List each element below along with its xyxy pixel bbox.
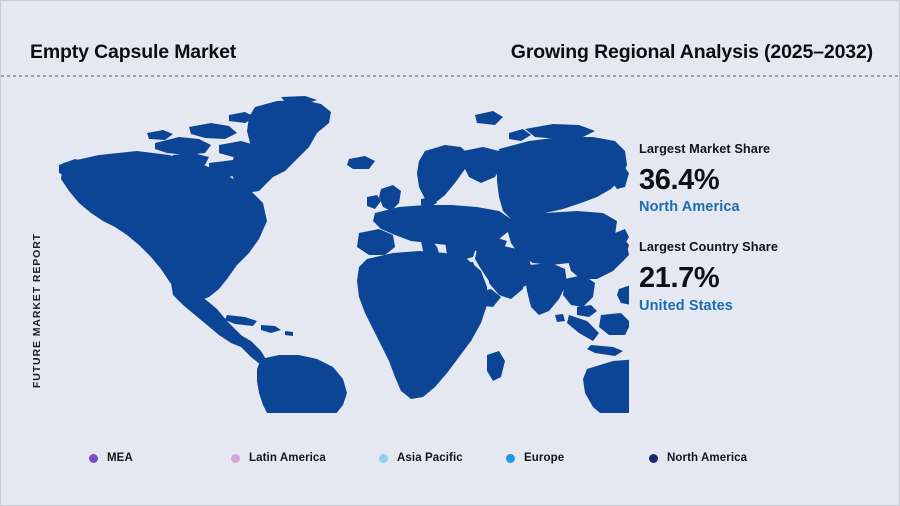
region-baffin bbox=[231, 149, 275, 193]
stat-label: Largest Country Share bbox=[639, 239, 779, 255]
page-title: Empty Capsule Market bbox=[30, 41, 237, 63]
legend-item-latin-america[interactable]: Latin America bbox=[231, 448, 326, 468]
brand-watermark-label: FUTURE MARKET REPORT bbox=[31, 233, 43, 389]
region-hispaniola bbox=[261, 325, 281, 333]
stat-largest-market-share: Largest Market Share 36.4% North America bbox=[639, 141, 874, 215]
region-finland-baltic bbox=[463, 147, 503, 183]
legend-item-europe[interactable]: Europe bbox=[506, 448, 564, 468]
region-central-america bbox=[237, 333, 267, 365]
region-novaya-zemlya bbox=[509, 129, 531, 141]
stat-region: United States bbox=[639, 297, 733, 314]
region-turkey bbox=[465, 236, 507, 253]
region-south-america bbox=[257, 355, 347, 413]
region-iceland bbox=[347, 156, 375, 169]
legend-item-mea[interactable]: MEA bbox=[89, 448, 133, 468]
stat-value: 36.4% bbox=[639, 164, 720, 196]
stat-largest-country-share: Largest Country Share 21.7% United State… bbox=[639, 239, 874, 313]
region-siberia-north bbox=[525, 124, 595, 139]
legend-label: MEA bbox=[107, 452, 133, 464]
region-denmark bbox=[421, 197, 437, 207]
region-arctic-small-2 bbox=[229, 112, 255, 123]
header-subtitle: Growing Regional Analysis (2025–2032) bbox=[510, 41, 873, 63]
legend-color-swatch-north-america bbox=[649, 453, 658, 463]
legend-color-swatch-mea bbox=[89, 453, 98, 463]
legend-color-swatch-asia-pacific bbox=[379, 453, 388, 463]
stat-region: North America bbox=[639, 199, 740, 216]
region-africa bbox=[357, 251, 487, 399]
region-malaysia bbox=[577, 305, 597, 317]
region-uk bbox=[379, 185, 401, 211]
region-cuba bbox=[225, 315, 257, 326]
stats-panel: Largest Market Share 36.4% North America… bbox=[639, 141, 874, 314]
region-kamchatka bbox=[611, 165, 629, 189]
region-arctic-islands-2 bbox=[189, 123, 237, 139]
region-ireland bbox=[367, 195, 381, 209]
region-korea-japan bbox=[613, 245, 629, 263]
region-borneo bbox=[599, 313, 629, 335]
world-map-svg bbox=[59, 96, 629, 413]
region-arctic-small-1 bbox=[147, 130, 173, 140]
legend-color-swatch-europe bbox=[506, 453, 515, 463]
legend-label: North America bbox=[667, 452, 748, 464]
region-russia bbox=[497, 137, 627, 219]
region-sri-lanka bbox=[555, 314, 565, 322]
region-australia bbox=[583, 359, 629, 413]
region-japan bbox=[615, 229, 629, 247]
legend-color-swatch-latin-america bbox=[231, 453, 240, 463]
region-madagascar bbox=[487, 351, 505, 381]
header: Empty Capsule Market Growing Regional An… bbox=[1, 1, 899, 77]
region-horn-of-africa bbox=[473, 289, 501, 307]
region-india bbox=[525, 263, 567, 315]
region-east-asia bbox=[567, 231, 629, 279]
region-north-america bbox=[61, 151, 267, 301]
region-java bbox=[587, 345, 623, 356]
brand-watermark: FUTURE MARKET REPORT bbox=[28, 233, 46, 423]
region-alaska-west bbox=[59, 159, 89, 177]
region-svalbard bbox=[475, 111, 503, 125]
stat-value: 21.7% bbox=[639, 262, 720, 295]
region-caribbean-small bbox=[285, 331, 293, 336]
map-landmasses bbox=[59, 96, 629, 413]
region-europe bbox=[373, 205, 511, 247]
region-philippines bbox=[617, 285, 629, 305]
legend-label: Latin America bbox=[249, 452, 326, 464]
region-iberia bbox=[357, 229, 395, 255]
region-indochina bbox=[563, 275, 595, 307]
region-greenland-north bbox=[281, 96, 317, 104]
world-map bbox=[59, 93, 629, 413]
region-mexico bbox=[171, 283, 245, 347]
legend-label: Europe bbox=[524, 452, 565, 464]
region-arctic-islands-1 bbox=[155, 137, 211, 155]
region-arabia bbox=[489, 263, 525, 299]
region-sumatra bbox=[567, 315, 599, 341]
legend-label: Asia Pacific bbox=[397, 452, 463, 464]
region-scandinavia bbox=[417, 145, 469, 203]
legend-item-north-america[interactable]: North America bbox=[649, 448, 747, 468]
map-legend: MEA Latin America Asia Pacific Europe No… bbox=[89, 448, 789, 468]
legend-item-asia-pacific[interactable]: Asia Pacific bbox=[379, 448, 463, 468]
header-divider bbox=[1, 75, 899, 77]
stat-label: Largest Market Share bbox=[639, 141, 771, 156]
